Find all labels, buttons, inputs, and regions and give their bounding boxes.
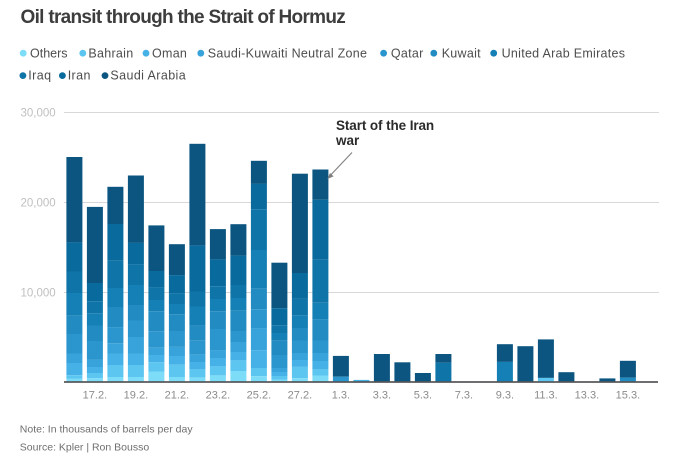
svg-text:20,000: 20,000 xyxy=(21,197,56,209)
svg-text:Start of the Iran: Start of the Iran xyxy=(336,118,434,133)
svg-text:19.2.: 19.2. xyxy=(124,390,148,402)
svg-text:1.3.: 1.3. xyxy=(332,390,350,402)
svg-text:Oil transit through the Strait: Oil transit through the Strait of Hormuz xyxy=(21,7,346,28)
svg-text:Source: Kpler | Ron Bousso: Source: Kpler | Ron Bousso xyxy=(20,442,150,454)
svg-text:15.3.: 15.3. xyxy=(616,390,640,402)
svg-text:war: war xyxy=(335,133,360,148)
svg-text:Kuwait: Kuwait xyxy=(442,46,481,60)
svg-text:17.2.: 17.2. xyxy=(83,390,107,402)
svg-text:United Arab Emirates: United Arab Emirates xyxy=(502,46,626,60)
svg-text:3.3.: 3.3. xyxy=(373,390,391,402)
svg-text:7.3.: 7.3. xyxy=(455,390,473,402)
svg-text:Iran: Iran xyxy=(68,69,91,83)
svg-text:10,000: 10,000 xyxy=(21,287,56,299)
svg-text:27.2.: 27.2. xyxy=(288,390,312,402)
svg-text:13.3.: 13.3. xyxy=(575,390,599,402)
svg-text:Bahrain: Bahrain xyxy=(88,46,133,60)
svg-text:11.3.: 11.3. xyxy=(534,390,558,402)
svg-text:Oman: Oman xyxy=(152,46,187,60)
svg-text:Saudi-Kuwaiti Neutral Zone: Saudi-Kuwaiti Neutral Zone xyxy=(208,46,367,60)
svg-text:Qatar: Qatar xyxy=(391,46,424,60)
svg-text:25.2.: 25.2. xyxy=(247,390,271,402)
svg-text:9.3.: 9.3. xyxy=(496,390,514,402)
svg-text:Others: Others xyxy=(30,46,68,60)
svg-text:Saudi Arabia: Saudi Arabia xyxy=(110,69,186,83)
svg-text:23.2.: 23.2. xyxy=(206,390,230,402)
svg-text:Iraq: Iraq xyxy=(28,69,51,83)
svg-text:30,000: 30,000 xyxy=(21,107,56,119)
svg-text:5.3.: 5.3. xyxy=(414,390,432,402)
svg-text:21.2.: 21.2. xyxy=(165,390,189,402)
svg-text:Note: In thousands of barrels: Note: In thousands of barrels per day xyxy=(20,424,194,436)
